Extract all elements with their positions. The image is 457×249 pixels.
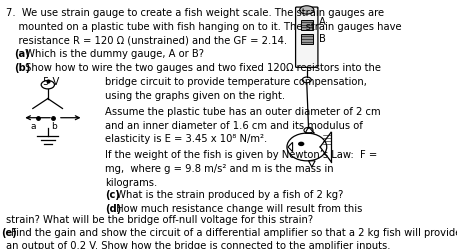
Text: 5 V: 5 V [43,77,59,87]
Text: kilograms.: kilograms. [106,178,158,187]
Text: How much resistance change will result from this: How much resistance change will result f… [113,204,362,214]
Text: (e): (e) [1,228,16,238]
Text: What is the strain produced by a fish of 2 kg?: What is the strain produced by a fish of… [113,190,343,200]
Text: Find the gain and show the circuit of a differential amplifier so that a 2 kg fi: Find the gain and show the circuit of a … [8,228,457,238]
Text: 7.  We use strain gauge to create a fish weight scale. The strain gauges are: 7. We use strain gauge to create a fish … [5,8,384,18]
FancyBboxPatch shape [296,7,318,67]
Text: (a): (a) [14,49,30,59]
Text: elasticity is E = 3.45 x 10⁸ N/m².: elasticity is E = 3.45 x 10⁸ N/m². [106,134,268,144]
Text: Assume the plastic tube has an outer diameter of 2 cm: Assume the plastic tube has an outer dia… [106,107,381,117]
Circle shape [302,77,311,83]
Text: strain? What will be the bridge off-null voltage for this strain?: strain? What will be the bridge off-null… [5,214,313,225]
Text: bridge circuit to provide temperature compensation,: bridge circuit to provide temperature co… [106,77,367,87]
Text: a: a [30,122,36,131]
Circle shape [299,142,303,145]
Text: Which is the dummy gauge, A or B?: Which is the dummy gauge, A or B? [21,49,203,59]
Text: using the graphs given on the right.: using the graphs given on the right. [106,91,286,101]
Text: and an inner diameter of 1.6 cm and its modulus of: and an inner diameter of 1.6 cm and its … [106,121,363,130]
Text: b: b [51,122,57,131]
Text: Show how to wire the two gauges and two fixed 120Ω resistors into the: Show how to wire the two gauges and two … [21,63,381,73]
Text: mounted on a plastic tube with fish hanging on to it. The strain gauges have: mounted on a plastic tube with fish hang… [5,22,401,32]
Text: (c): (c) [106,190,120,200]
Text: If the weight of the fish is given by Newton’s Law:  F =: If the weight of the fish is given by Ne… [106,150,377,160]
Text: an output of 0.2 V. Show how the bridge is connected to the amplifier inputs.: an output of 0.2 V. Show how the bridge … [5,241,390,249]
Text: A: A [319,17,325,27]
Text: (d): (d) [106,204,122,214]
Text: mg,  where g = 9.8 m/s² and m is the mass in: mg, where g = 9.8 m/s² and m is the mass… [106,164,334,174]
Ellipse shape [300,6,314,14]
Text: (b): (b) [14,63,31,73]
Text: resistance R = 120 Ω (unstrained) and the GF = 2.14.: resistance R = 120 Ω (unstrained) and th… [5,35,287,46]
Bar [301,34,313,44]
Bar [301,19,313,30]
Text: B: B [319,34,325,44]
